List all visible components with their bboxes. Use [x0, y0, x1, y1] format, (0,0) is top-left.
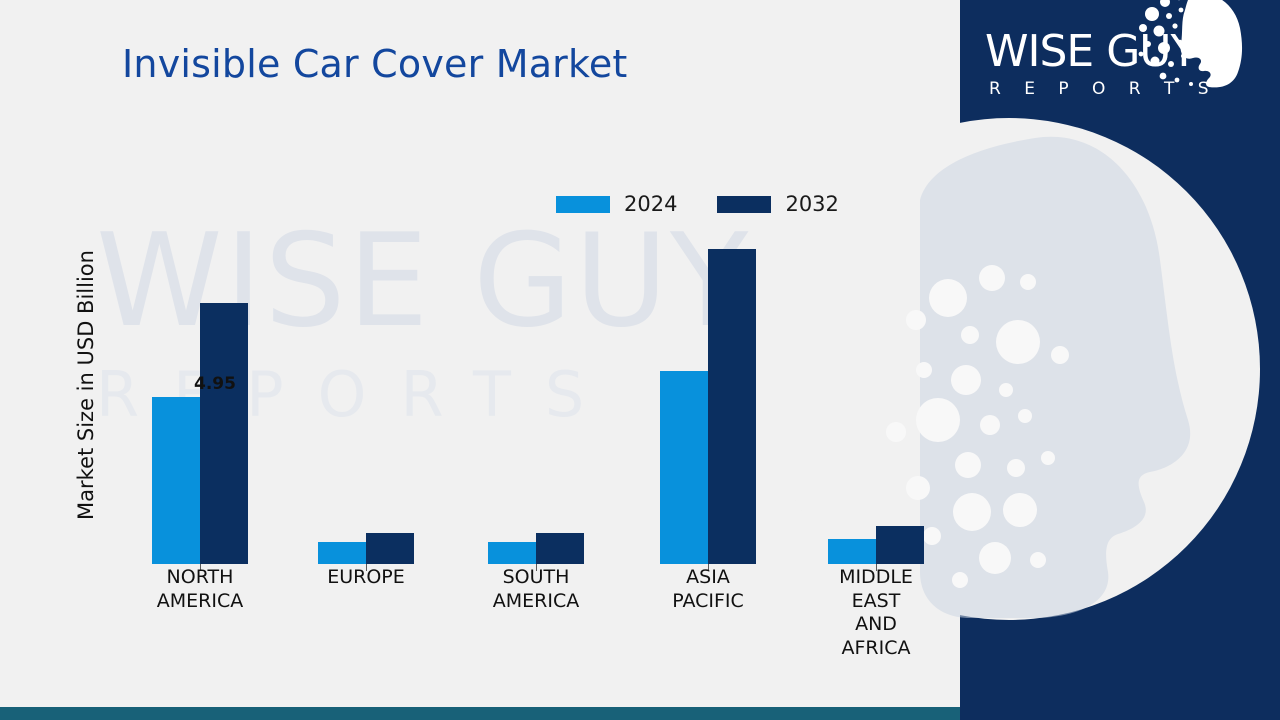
logo-primary-text: WISE GUY	[985, 26, 1197, 77]
x-label-south-america: SOUTH AMERICA	[492, 566, 580, 612]
legend-swatch-2032	[717, 196, 772, 213]
x-tick-europe	[366, 564, 367, 571]
legend-item-2032[interactable]: 2032	[717, 192, 839, 216]
logo-dot-head-icon	[1138, 0, 1243, 88]
x-label-middle-east-and-africa: MIDDLE EAST AND AFRICA	[839, 566, 913, 659]
legend-swatch-2024	[556, 196, 610, 213]
bar-2032-middle-east-and-africa[interactable]	[876, 526, 924, 564]
chart-title: Invisible Car Cover Market	[122, 42, 628, 86]
chart-legend: 2024 2032	[556, 194, 839, 215]
bar-group-middle-east-and-africa	[828, 150, 936, 564]
x-tick-south-america	[536, 564, 537, 571]
x-label-north-america: NORTH AMERICA	[156, 566, 244, 612]
bottom-accent-strip	[0, 707, 960, 720]
bar-2024-asia-pacific[interactable]	[660, 371, 708, 564]
logo-secondary-text: R E P O R T S	[989, 79, 1218, 99]
bar-group-north-america: 4.95	[152, 150, 260, 564]
plot-area: 4.95	[96, 150, 926, 564]
bar-group-asia-pacific	[660, 150, 768, 564]
bar-2024-europe[interactable]	[318, 542, 366, 564]
bar-group-europe	[318, 150, 426, 564]
x-tick-asia-pacific	[708, 564, 709, 571]
legend-label-2024: 2024	[624, 192, 678, 216]
bar-2024-south-america[interactable]	[488, 542, 536, 564]
x-tick-north-america	[200, 564, 201, 571]
x-tick-middle-east-and-africa	[876, 564, 877, 571]
bar-2024-north-america[interactable]	[152, 397, 200, 564]
bar-2032-south-america[interactable]	[536, 533, 584, 564]
bar-value-label-north-america-2024: 4.95	[194, 374, 236, 394]
legend-label-2032: 2032	[785, 192, 839, 216]
bar-2024-middle-east-and-africa[interactable]	[828, 539, 876, 564]
legend-item-2024[interactable]: 2024	[556, 194, 677, 215]
wiseguy-logo: WISE GUY R E P O R T S	[985, 26, 1218, 120]
bar-2032-europe[interactable]	[366, 533, 414, 564]
x-label-europe: EUROPE	[327, 566, 405, 588]
bar-2032-asia-pacific[interactable]	[708, 249, 756, 564]
bar-group-south-america	[488, 150, 596, 564]
bar-2032-north-america[interactable]	[200, 303, 248, 564]
x-label-asia-pacific: ASIA PACIFIC	[672, 566, 744, 612]
y-axis-title: Market Size in USD Billion	[74, 250, 98, 520]
